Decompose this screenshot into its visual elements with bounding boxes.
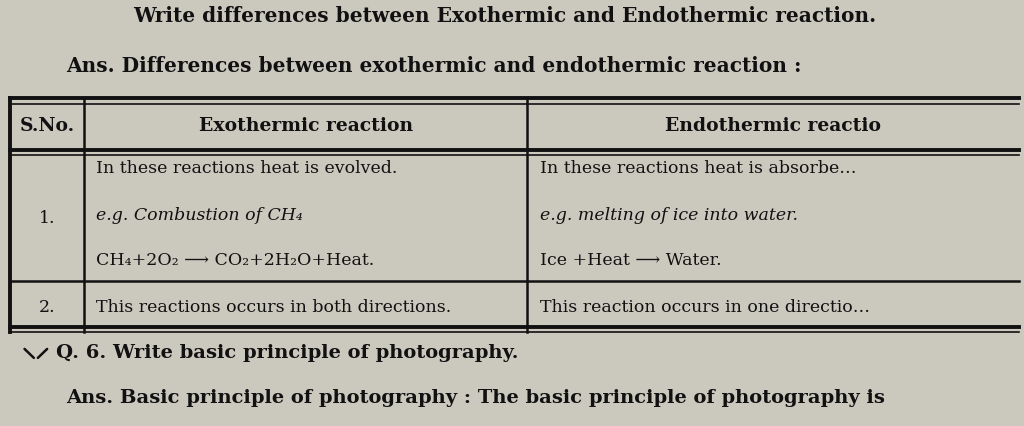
Text: e.g. melting of ice into water.: e.g. melting of ice into water. bbox=[540, 207, 798, 224]
Text: Q. 6. Write basic principle of photography.: Q. 6. Write basic principle of photograp… bbox=[56, 343, 519, 361]
Text: In these reactions heat is absorbe…: In these reactions heat is absorbe… bbox=[540, 160, 856, 177]
Text: CH₄+2O₂ ⟶ CO₂+2H₂O+Heat.: CH₄+2O₂ ⟶ CO₂+2H₂O+Heat. bbox=[96, 251, 375, 268]
Text: This reaction occurs in one directio…: This reaction occurs in one directio… bbox=[540, 298, 869, 315]
Text: e.g. Combustion of CH₄: e.g. Combustion of CH₄ bbox=[96, 207, 303, 224]
Text: Endothermic reactio: Endothermic reactio bbox=[666, 117, 881, 135]
Text: 1.: 1. bbox=[39, 210, 55, 227]
Text: Exothermic reaction: Exothermic reaction bbox=[199, 117, 413, 135]
Text: Write differences between Exothermic and Endothermic reaction.: Write differences between Exothermic and… bbox=[133, 6, 877, 26]
Text: Ans. Basic principle of photography : The basic principle of photography is: Ans. Basic principle of photography : Th… bbox=[67, 388, 886, 406]
Text: Ans. Differences between exothermic and endothermic reaction :: Ans. Differences between exothermic and … bbox=[67, 55, 802, 75]
Text: S.No.: S.No. bbox=[19, 117, 75, 135]
Text: This reactions occurs in both directions.: This reactions occurs in both directions… bbox=[96, 298, 452, 315]
Text: In these reactions heat is evolved.: In these reactions heat is evolved. bbox=[96, 160, 397, 177]
Text: Ice +Heat ⟶ Water.: Ice +Heat ⟶ Water. bbox=[540, 251, 721, 268]
Text: 2.: 2. bbox=[39, 298, 55, 315]
